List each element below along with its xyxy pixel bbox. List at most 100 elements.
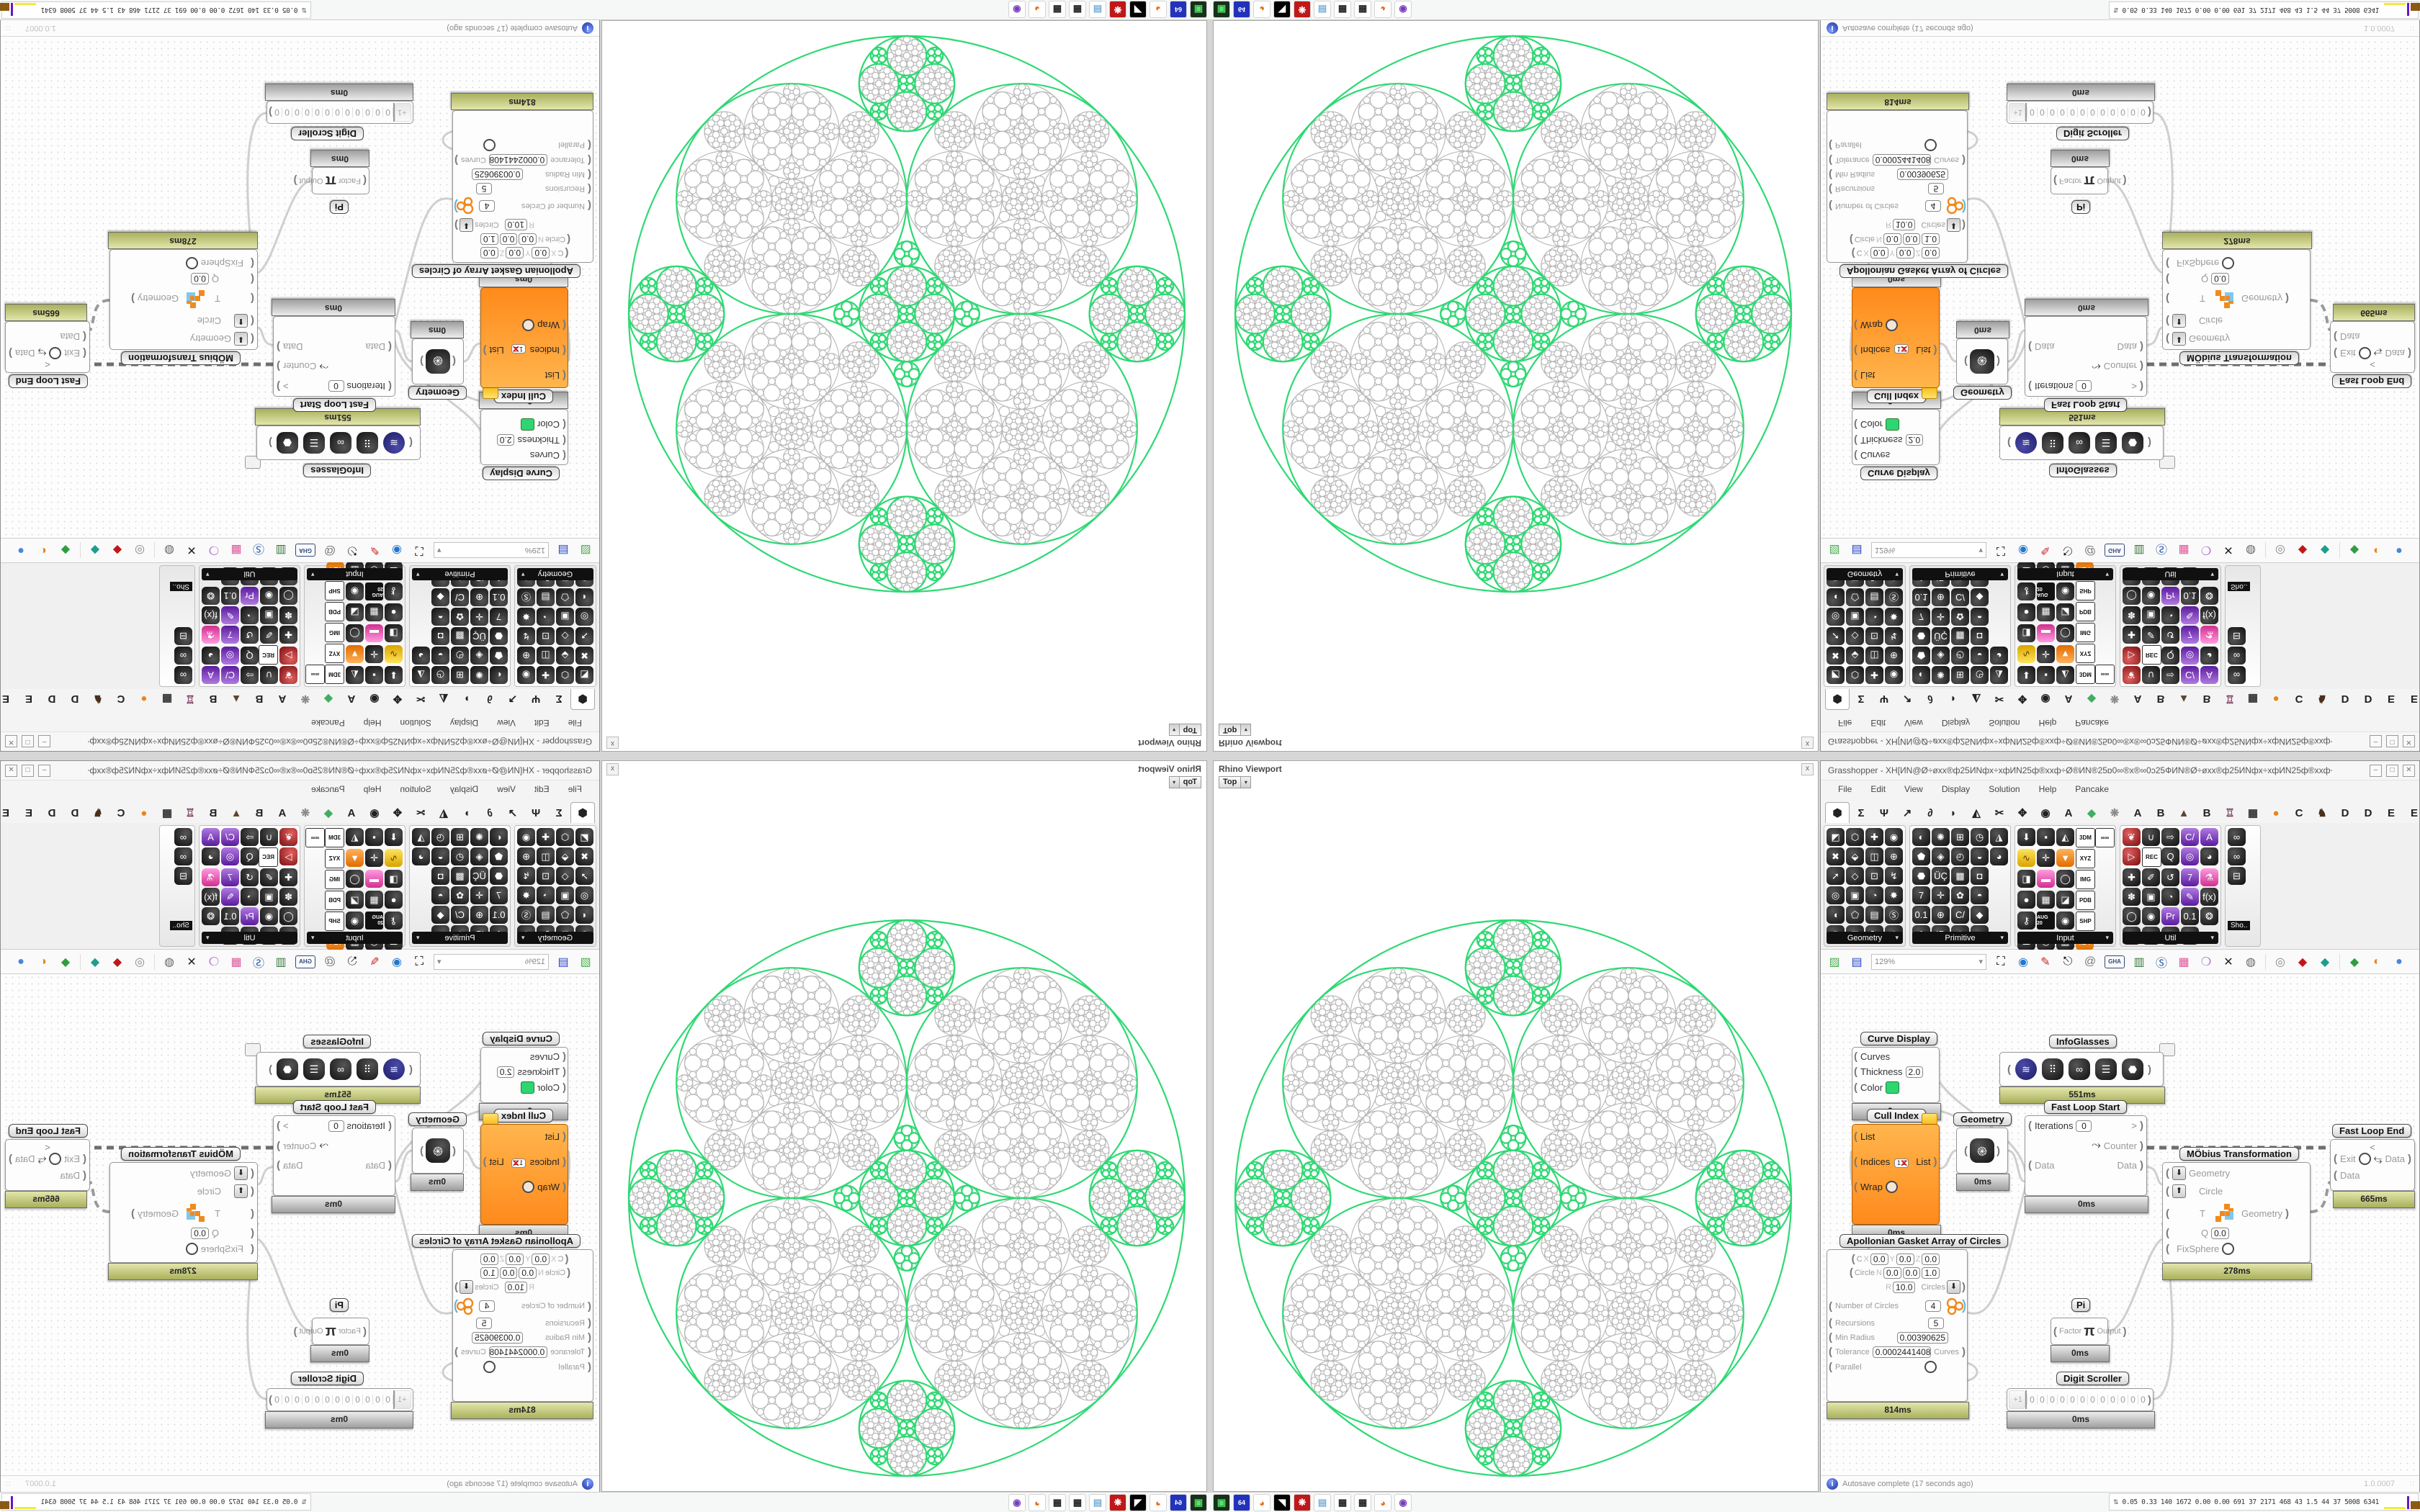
component-icon[interactable]: ▬ (2037, 624, 2055, 642)
component-icon[interactable]: ∞∞ (305, 665, 325, 684)
component-icon[interactable]: ◓ (431, 886, 449, 904)
scroller-digit[interactable]: 0 (363, 107, 373, 117)
firefox-icon-2[interactable]: ◕ (1374, 1, 1392, 18)
component-icon[interactable]: ❂ (2200, 587, 2218, 605)
parallel-toggle[interactable] (483, 1361, 496, 1373)
input-fixsphere[interactable]: FixSphere (200, 258, 243, 269)
component-icon[interactable]: ❂ (2200, 907, 2218, 925)
tab-plugin-7[interactable]: ♖ (2225, 693, 2235, 705)
at-icon[interactable]: @ (323, 955, 336, 968)
input-data[interactable]: Data (60, 1170, 80, 1181)
scroller-digit[interactable]: 0 (383, 107, 393, 117)
component-icon[interactable]: ❦ (2123, 828, 2141, 846)
scroller-cursor[interactable] (393, 103, 395, 122)
scroller-digit[interactable]: 0 (282, 1395, 292, 1405)
save-icon[interactable]: ▤ (557, 955, 569, 968)
component-icon[interactable]: ✐ (2142, 868, 2160, 886)
component-icon[interactable]: ◎ (221, 847, 239, 865)
component-icon[interactable]: ▪ (365, 666, 383, 684)
parallel-toggle[interactable] (1924, 1361, 1937, 1373)
r-value[interactable]: 10.0 (504, 219, 527, 231)
component-icon[interactable]: ⊡ (1865, 627, 1883, 645)
component-icon[interactable]: ▣ (2142, 888, 2160, 906)
component-icon[interactable]: ⬡ (1846, 828, 1864, 846)
component-icon[interactable]: ◎ (575, 886, 593, 904)
node-label-fast-loop-start[interactable]: Fast Loop Start (292, 398, 376, 412)
component-icon[interactable]: ➚ (575, 627, 593, 645)
component-icon[interactable]: ▦ (365, 891, 383, 909)
capture-app-icon[interactable]: ▣ (1190, 1494, 1207, 1511)
scroller-digit[interactable]: 0 (353, 107, 363, 117)
notepad-icon[interactable]: ▤ (1314, 1494, 1331, 1511)
component-icon[interactable]: ✚ (1865, 666, 1883, 684)
component-icon[interactable]: ◭ (346, 666, 364, 684)
component-icon[interactable]: ▤ (537, 906, 555, 924)
component-icon[interactable]: f(x) (2200, 888, 2218, 906)
loop-out-hook[interactable]: > (2131, 1120, 2137, 1131)
exit-toggle[interactable] (2358, 347, 2371, 359)
component-icon[interactable]: ✖ (1827, 647, 1845, 665)
component-icon[interactable]: ⊞ (1951, 666, 1969, 684)
node-label-mobius[interactable]: MÖbius Transformation (121, 1147, 241, 1161)
exit-toggle[interactable] (2358, 1153, 2371, 1165)
component-icon[interactable]: Q (2161, 847, 2179, 865)
component-icon[interactable]: ✽ (279, 606, 297, 624)
flatten-icon[interactable]: ⬇ (460, 1280, 473, 1294)
node-mobius[interactable]: (⬇ Geometry (⬆ Circle (T Geometry) (Q 0.0 (… (2162, 249, 2311, 350)
component-icon[interactable]: ◕ (1990, 847, 2008, 865)
tab-plugin-0[interactable]: A (2064, 806, 2073, 819)
component-icon[interactable]: ◪ (346, 603, 364, 621)
tab-surface[interactable]: ◗ (1950, 806, 1957, 819)
balloon-icon[interactable]: ❍ (208, 544, 220, 557)
firefox-icon-2[interactable]: ◕ (1374, 1494, 1392, 1511)
scroller-digit[interactable]: 0 (2118, 107, 2128, 117)
gh-canvas[interactable]: Curve Display (Curves (Thickness 2.0 (Col… (1821, 974, 2419, 1475)
minimize-button[interactable]: – (38, 765, 50, 777)
node-label-infoglasses[interactable]: InfoGlasses (2049, 1035, 2117, 1048)
component-icon[interactable]: ◒ (1971, 847, 1989, 865)
component-icon[interactable]: ◘ (431, 627, 449, 645)
input-curves[interactable]: Curves (1860, 1051, 1891, 1062)
component-icon[interactable]: ✛ (470, 608, 488, 626)
panel-label-input[interactable]: Input ▾ (307, 932, 403, 944)
component-icon[interactable]: ⬙ (556, 847, 574, 865)
component-icon[interactable]: ◨ (385, 624, 403, 642)
output-data[interactable]: Data (2385, 348, 2405, 359)
tab-plugin-9[interactable]: ● (2272, 806, 2280, 819)
floppy64-app-icon[interactable]: 64 (1233, 1494, 1250, 1511)
output-circles[interactable]: Circles (475, 220, 499, 230)
component-icon[interactable]: ▼ (2056, 645, 2074, 663)
component-icon[interactable]: ∞∞ (2095, 665, 2115, 684)
component-icon[interactable]: 0.1 (221, 907, 239, 925)
capture-app-icon[interactable]: ▣ (1213, 1494, 1230, 1511)
node-fast-loop-start[interactable]: (Iterations 0 >) ⤳ Counter) (Data Data) (2025, 316, 2147, 397)
input-iterations[interactable]: Iterations (346, 381, 385, 392)
component-icon[interactable]: ▷ (2123, 647, 2141, 665)
c-y[interactable]: 0.0 (1896, 247, 1914, 259)
component-icon[interactable]: ◨ (385, 870, 403, 888)
component-icon[interactable]: Pr (241, 587, 259, 605)
firefox-icon[interactable]: ◕ (1253, 1, 1270, 18)
gh-canvas[interactable]: Curve Display (Curves (Thickness 2.0 (Col… (1, 974, 599, 1475)
component-icon[interactable]: ⬙ (556, 647, 574, 665)
zoom-extents-icon[interactable]: ⛶ (415, 544, 424, 557)
tab-mesh[interactable]: ◭ (439, 693, 448, 705)
viewport-view-dropdown[interactable]: Top ▾ (1168, 724, 1201, 736)
scroller-digit[interactable]: 0 (2138, 107, 2148, 117)
component-icon[interactable]: ◐ (490, 828, 508, 846)
noc-value[interactable]: 4 (479, 1300, 495, 1312)
output-output[interactable]: Output (2097, 1327, 2121, 1336)
component-icon[interactable]: ✽ (279, 888, 297, 906)
input-list[interactable]: List (544, 1131, 560, 1142)
node-label-geometry[interactable]: Geometry (1953, 1112, 2012, 1126)
component-icon[interactable]: ⚷ (2017, 912, 2035, 930)
chevron-down-icon[interactable]: ▾ (1241, 776, 1252, 788)
tab-plugin-0[interactable]: A (2064, 693, 2073, 706)
recursions-value[interactable]: 5 (1928, 1317, 1944, 1329)
floppy64-app-icon[interactable]: 64 (1170, 1, 1187, 18)
component-icon[interactable]: ◐ (490, 666, 508, 684)
component-icon[interactable]: ✎ (221, 606, 239, 624)
panel-label-geometry[interactable]: Geometry ▾ (517, 932, 593, 944)
input-circle[interactable]: Circle (2199, 1186, 2223, 1197)
